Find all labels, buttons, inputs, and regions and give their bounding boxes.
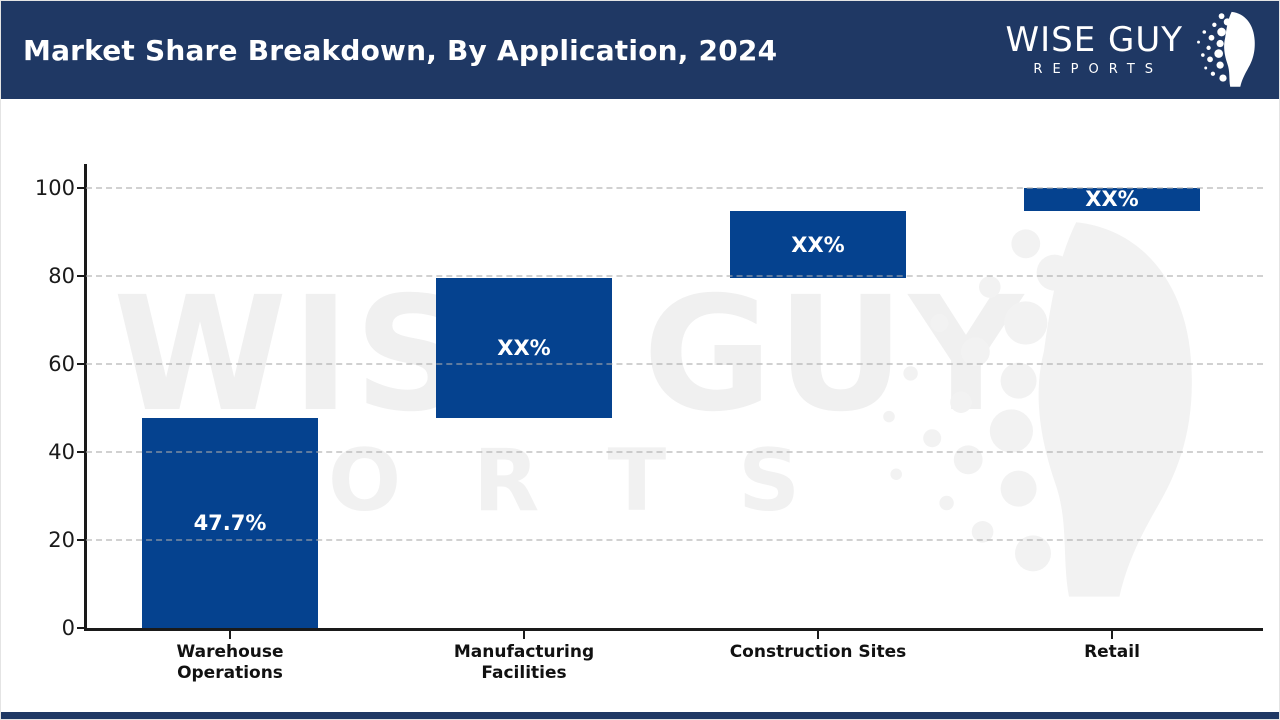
x-axis-label: Manufacturing Facilities	[453, 642, 595, 684]
brand-subname: REPORTS	[1033, 62, 1164, 77]
x-axis-label: Warehouse Operations	[176, 642, 284, 684]
y-axis-line	[84, 164, 87, 631]
x-axis-tick	[817, 631, 819, 639]
bar-value-label: XX%	[791, 232, 845, 257]
y-axis-tick-label: 100	[34, 176, 75, 200]
footer-accent-bar	[1, 712, 1279, 719]
brand-logo-text: WISE GUY REPORTS	[1005, 23, 1183, 77]
y-axis-tick	[77, 275, 86, 277]
bar-value-label: XX%	[1085, 187, 1139, 212]
grid-line	[86, 539, 1263, 541]
y-axis-tick	[77, 451, 86, 453]
header-bar: Market Share Breakdown, By Application, …	[1, 1, 1279, 99]
x-axis-tick	[229, 631, 231, 639]
y-axis-tick-label: 80	[48, 264, 75, 288]
brand-logo: WISE GUY REPORTS	[1005, 8, 1259, 92]
bar-construction-sites	[730, 210, 906, 279]
y-axis-tick-label: 40	[48, 440, 75, 464]
bar-warehouse-operations	[142, 418, 318, 628]
y-axis-tick	[77, 363, 86, 365]
y-axis-tick-label: 0	[61, 616, 75, 640]
bar-value-label: 47.7%	[193, 511, 267, 536]
waterfall-chart: 47.7% XX% XX% XX% 0 20 40 60 80 100 Warehouse Oper…	[1, 99, 1279, 714]
bar-retail	[1024, 188, 1200, 211]
y-axis-tick	[77, 187, 86, 189]
watermark-dotted-face-icon	[883, 222, 1192, 597]
y-axis-tick-label: 20	[48, 528, 75, 552]
grid-line	[86, 363, 1263, 365]
x-axis-line	[84, 628, 1263, 631]
bar-manufacturing-facilities	[436, 278, 612, 419]
grid-line	[86, 451, 1263, 453]
page-title: Market Share Breakdown, By Application, …	[23, 33, 778, 67]
grid-line	[86, 275, 1263, 277]
grid-line	[86, 187, 1263, 189]
y-axis-tick	[77, 627, 86, 629]
x-axis-tick	[1111, 631, 1113, 639]
x-axis-label: Construction Sites	[729, 642, 907, 662]
bar-value-label: XX%	[497, 336, 551, 361]
y-axis-tick-label: 60	[48, 352, 75, 376]
x-axis-tick	[523, 631, 525, 639]
y-axis-tick	[77, 539, 86, 541]
x-axis-label: Retail	[1084, 642, 1140, 662]
brand-name: WISE GUY	[1005, 20, 1183, 60]
dotted-face-profile-icon	[1197, 11, 1255, 87]
